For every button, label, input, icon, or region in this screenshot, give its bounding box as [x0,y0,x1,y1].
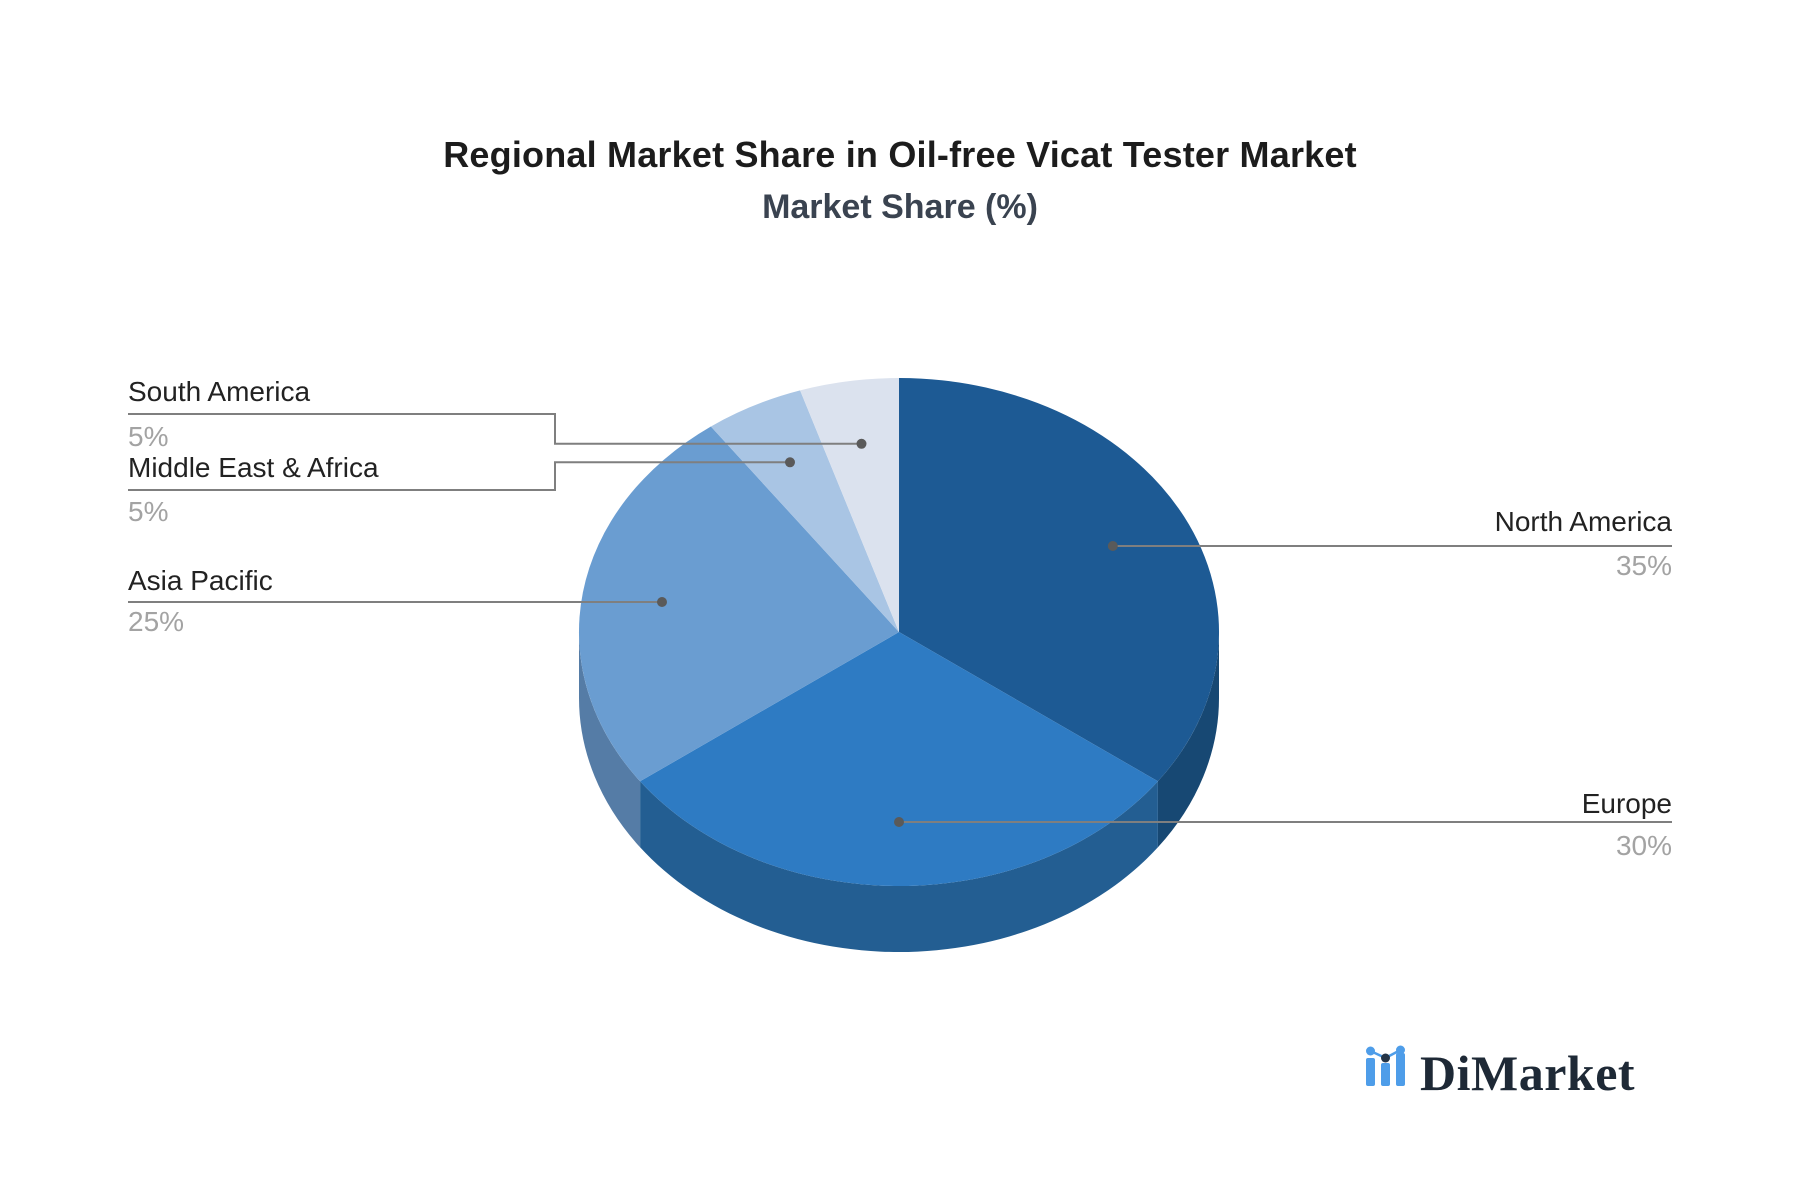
pct-south-america: 5% [128,421,169,452]
pie-slice-south-america[interactable] [800,377,899,632]
pct-north-america: 35% [1615,550,1672,581]
leader-dot-middle-east-africa [785,457,795,468]
pie-slice-north-america[interactable] [899,378,1220,782]
leader-dot-south-america [856,438,867,449]
dimarket-logo-icon [1366,1045,1405,1086]
pct-middle-east-africa: 5% [128,496,169,527]
label-asia-pacific: Asia Pacific [128,565,273,596]
pct-europe: 30% [1615,830,1672,861]
chart-subtitle: Market Share (%) [762,188,1038,226]
leader-dot-north-america [1107,541,1118,551]
label-south-america: South America [128,376,311,407]
pie-slice-asia-pacific[interactable] [578,426,899,782]
leader-line-south-america [128,413,862,445]
chart-title: Regional Market Share in Oil-free Vicat … [443,134,1357,175]
dimarket-logo: DiMarket [1364,1042,1635,1101]
pie-side-asia-pacific [579,632,641,848]
pie-side-north-america [1157,632,1219,848]
pie-slice-middle-east-africa[interactable] [710,390,899,632]
label-north-america: North America [1494,506,1672,537]
leader-dot-europe [894,817,904,827]
leader-dot-asia-pacific [657,597,667,607]
leader-line-middle-east-africa [128,461,790,491]
label-europe: Europe [1581,788,1672,819]
label-middle-east-africa: Middle East & Africa [128,452,379,483]
pct-asia-pacific: 25% [128,606,185,637]
pie-side-europe [640,781,1158,953]
dimarket-logo-text: DiMarket [1420,1045,1636,1101]
